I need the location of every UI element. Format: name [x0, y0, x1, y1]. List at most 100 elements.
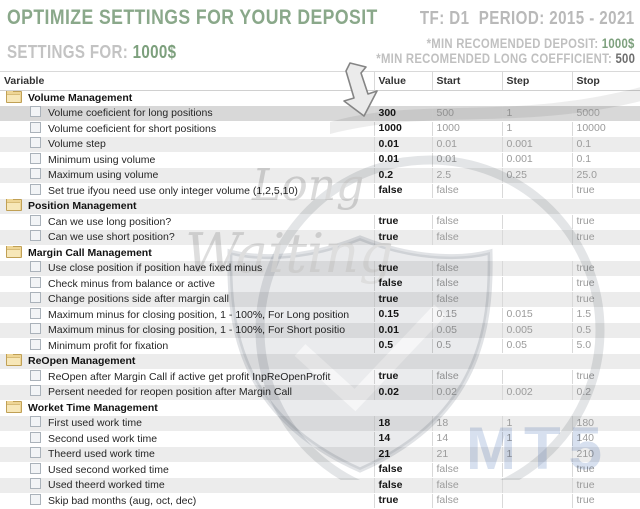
optimize-checkbox[interactable]	[30, 168, 41, 179]
param-value[interactable]: false	[373, 276, 432, 292]
param-row[interactable]: Minimum profit for fixation 0.5 0.5 0.05 5.0	[0, 338, 640, 354]
param-step[interactable]: 0.005	[501, 322, 572, 339]
optimize-checkbox[interactable]	[30, 106, 41, 117]
optimize-checkbox[interactable]	[30, 214, 41, 226]
param-row[interactable]: Minimum using volume 0.01 0.01 0.001 0.1	[0, 152, 640, 168]
param-step[interactable]: 0.25	[501, 167, 572, 184]
optimize-checkbox[interactable]	[30, 261, 41, 272]
param-step[interactable]	[501, 291, 572, 308]
optimize-checkbox[interactable]	[30, 431, 41, 443]
param-step[interactable]: 0.001	[501, 136, 572, 153]
param-row[interactable]: Persent needed for reopen position after…	[0, 384, 640, 401]
param-value[interactable]: true	[373, 260, 432, 277]
param-row[interactable]: Check minus from balance or active false f…	[0, 276, 640, 292]
param-start[interactable]: false	[431, 493, 502, 509]
section-row[interactable]: ReOpen Management	[0, 353, 640, 370]
optimize-checkbox[interactable]	[30, 369, 41, 381]
param-stop[interactable]: true	[571, 229, 640, 246]
param-value[interactable]: 18	[373, 415, 432, 432]
param-step[interactable]: 1	[501, 446, 572, 463]
param-value[interactable]: 21	[373, 446, 432, 463]
param-start[interactable]: false	[431, 214, 502, 230]
param-stop[interactable]: true	[571, 369, 640, 385]
param-start[interactable]: false	[431, 260, 502, 277]
param-stop[interactable]: true	[571, 183, 640, 199]
param-start[interactable]: 21	[431, 446, 502, 463]
param-row[interactable]: Volume coeficient for long positions 300 5…	[0, 105, 640, 122]
param-step[interactable]: 0.015	[501, 307, 572, 323]
param-start[interactable]: 1000	[431, 121, 502, 137]
param-row[interactable]: Set true ifyou need use only integer vol…	[0, 183, 640, 199]
optimize-checkbox[interactable]	[30, 183, 41, 195]
param-value[interactable]: 1000	[373, 121, 432, 137]
param-step[interactable]: 1	[501, 415, 572, 432]
param-row[interactable]: Volume coeficient for short positions 100…	[0, 121, 640, 137]
section-row[interactable]: Margin Call Management	[0, 245, 640, 261]
param-step[interactable]	[501, 260, 572, 277]
optimize-checkbox[interactable]	[30, 462, 41, 474]
param-stop[interactable]: 210	[571, 446, 640, 463]
param-start[interactable]: 0.01	[431, 136, 502, 153]
param-stop[interactable]: 1.5	[571, 307, 640, 323]
param-row[interactable]: Volume step 0.01 0.01 0.001 0.1	[0, 136, 640, 153]
optimize-checkbox[interactable]	[30, 276, 41, 288]
param-start[interactable]: false	[431, 183, 502, 199]
param-stop[interactable]: 140	[571, 431, 640, 447]
param-stop[interactable]: 180	[571, 415, 640, 432]
param-value[interactable]: true	[373, 493, 432, 509]
param-value[interactable]: 0.02	[373, 384, 432, 401]
param-start[interactable]: 2.5	[431, 167, 502, 184]
optimize-checkbox[interactable]	[30, 230, 41, 241]
optimize-checkbox[interactable]	[30, 385, 41, 396]
param-value[interactable]: 0.01	[373, 136, 432, 153]
param-value[interactable]: 14	[373, 431, 432, 447]
param-value[interactable]: 0.01	[373, 322, 432, 339]
param-start[interactable]: false	[431, 291, 502, 308]
param-stop[interactable]: true	[571, 462, 640, 478]
param-value[interactable]: 0.2	[373, 167, 432, 184]
param-stop[interactable]: true	[571, 214, 640, 230]
param-step[interactable]: 0.002	[501, 384, 572, 401]
param-start[interactable]: 18	[431, 415, 502, 432]
optimize-checkbox[interactable]	[30, 307, 41, 319]
param-step[interactable]	[501, 276, 572, 292]
param-step[interactable]	[501, 493, 572, 509]
param-start[interactable]: 0.05	[431, 322, 502, 339]
param-step[interactable]	[501, 214, 572, 230]
optimize-checkbox[interactable]	[30, 323, 41, 334]
optimize-checkbox[interactable]	[30, 137, 41, 148]
param-stop[interactable]: 0.1	[571, 136, 640, 153]
param-row[interactable]: ReOpen after Margin Call if active get p…	[0, 369, 640, 385]
section-row[interactable]: Volume Management	[0, 90, 640, 106]
param-value[interactable]: 300	[373, 105, 432, 122]
optimize-checkbox[interactable]	[30, 416, 41, 427]
param-value[interactable]: false	[373, 183, 432, 199]
param-start[interactable]: 0.15	[431, 307, 502, 323]
section-row[interactable]: Position Management	[0, 198, 640, 215]
param-start[interactable]: 0.01	[431, 152, 502, 168]
param-start[interactable]: false	[431, 229, 502, 246]
param-row[interactable]: Theerd used work time 21 21 1 210	[0, 446, 640, 463]
optimize-checkbox[interactable]	[30, 292, 41, 303]
optimize-checkbox[interactable]	[30, 447, 41, 458]
param-row[interactable]: First used work time 18 18 1 180	[0, 415, 640, 432]
param-value[interactable]: true	[373, 291, 432, 308]
param-row[interactable]: Maximum using volume 0.2 2.5 0.25 25.0	[0, 167, 640, 184]
param-start[interactable]: 500	[431, 105, 502, 122]
param-step[interactable]	[501, 462, 572, 478]
param-row[interactable]: Change positions side after margin call t…	[0, 291, 640, 308]
param-step[interactable]	[501, 229, 572, 246]
optimize-checkbox[interactable]	[30, 152, 41, 164]
param-start[interactable]: 14	[431, 431, 502, 447]
param-value[interactable]: 0.01	[373, 152, 432, 168]
param-start[interactable]: false	[431, 369, 502, 385]
param-row[interactable]: Used second worked time false false true	[0, 462, 640, 478]
param-step[interactable]: 0.001	[501, 152, 572, 168]
optimize-checkbox[interactable]	[30, 121, 41, 133]
param-stop[interactable]: 5.0	[571, 338, 640, 354]
param-stop[interactable]: true	[571, 276, 640, 292]
param-row[interactable]: Use close position if position have fixe…	[0, 260, 640, 277]
param-stop[interactable]: 0.5	[571, 322, 640, 339]
param-stop[interactable]: true	[571, 291, 640, 308]
param-row[interactable]: Can we use long position? true false true	[0, 214, 640, 230]
